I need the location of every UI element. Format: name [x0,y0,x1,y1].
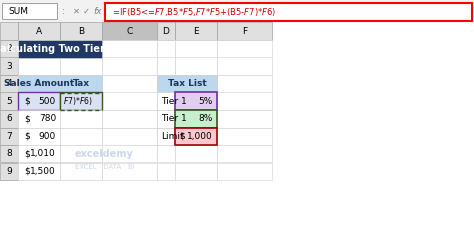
Text: :: : [62,7,65,16]
Text: 9: 9 [6,167,12,176]
Text: Tax List: Tax List [168,79,206,88]
Text: 1,500: 1,500 [30,167,56,176]
Text: D: D [163,27,169,35]
Text: Calculating Two Tier Tax: Calculating Two Tier Tax [0,44,127,54]
Text: 8: 8 [6,149,12,158]
Text: 1,010: 1,010 [30,149,56,158]
Text: $: $ [24,132,30,141]
Text: 8%: 8% [199,114,213,123]
Text: $: $ [24,167,30,176]
Text: 4: 4 [6,79,12,88]
Text: EXCEL · DATA · BI: EXCEL · DATA · BI [75,164,135,170]
Text: SUM: SUM [8,7,28,16]
Text: 1,000: 1,000 [187,132,213,141]
Text: 780: 780 [39,114,56,123]
Text: 900: 900 [39,132,56,141]
Text: Tier 1: Tier 1 [161,97,187,106]
Text: $F$7)*$F$6): $F$7)*$F$6) [63,95,92,107]
Text: Sales Amount: Sales Amount [4,79,74,88]
Text: 7: 7 [6,132,12,141]
Text: F: F [242,27,247,35]
Text: exceldemy: exceldemy [75,149,134,159]
Text: 5: 5 [6,97,12,106]
Text: Limit: Limit [161,132,183,141]
Text: $: $ [24,97,30,106]
Text: ✕: ✕ [73,7,80,16]
Text: 5%: 5% [199,97,213,106]
Text: 2: 2 [6,44,12,53]
Text: $: $ [179,132,185,141]
Text: E: E [193,27,199,35]
Text: 6: 6 [6,114,12,123]
Text: 3: 3 [6,62,12,71]
Text: Tier 1: Tier 1 [161,114,187,123]
Text: C: C [127,27,133,35]
Text: B: B [78,27,84,35]
Text: $: $ [24,114,30,123]
Text: ✓: ✓ [83,7,90,16]
Text: Tax: Tax [73,79,90,88]
Text: A: A [36,27,42,35]
Text: 500: 500 [39,97,56,106]
Text: =IF(B5<=$F$7,B5*$F$5,$F$7*$F$5+(B5-$F$7)*$F$6): =IF(B5<=$F$7,B5*$F$5,$F$7*$F$5+(B5-$F$7)… [112,5,276,17]
Text: fx: fx [93,7,101,16]
Text: $: $ [24,149,30,158]
